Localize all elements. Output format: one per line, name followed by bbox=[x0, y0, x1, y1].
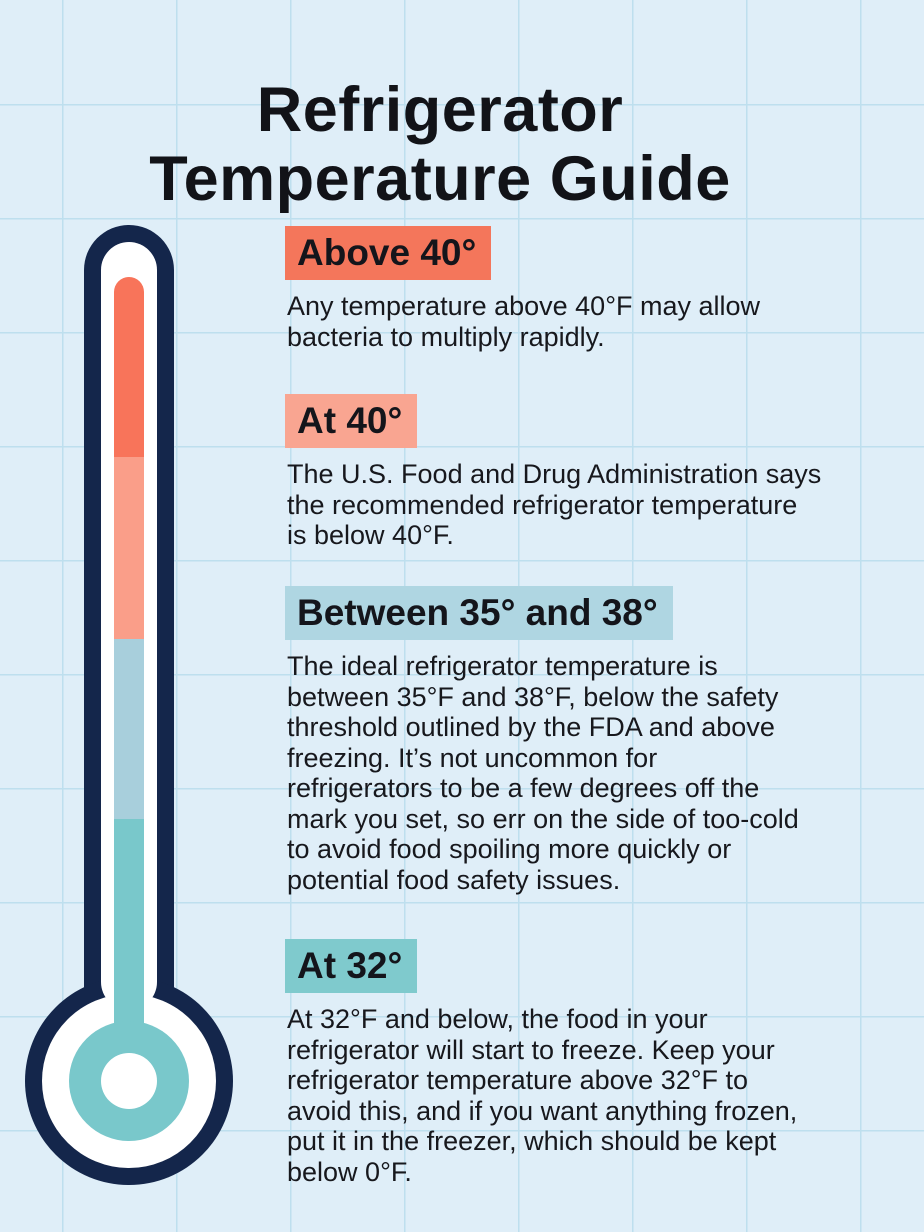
section-heading-badge: At 32° bbox=[285, 939, 418, 993]
section-body: The U.S. Food and Drug Administration sa… bbox=[287, 459, 822, 550]
thermometer-bulb bbox=[69, 1021, 189, 1141]
tube-segment-warm bbox=[114, 457, 144, 639]
section-above-40: Above 40° Any temperature above 40°F may… bbox=[285, 226, 920, 352]
thermometer-tube bbox=[114, 277, 144, 1087]
tube-segment-cool bbox=[114, 639, 144, 819]
section-heading-badge: Between 35° and 38° bbox=[285, 586, 673, 640]
section-at-32: At 32° At 32°F and below, the food in yo… bbox=[285, 939, 920, 1187]
section-at-40: At 40° The U.S. Food and Drug Administra… bbox=[285, 394, 920, 551]
section-heading-badge: At 40° bbox=[285, 394, 418, 448]
section-between-35-and-38: Between 35° and 38° The ideal refrigerat… bbox=[285, 586, 920, 895]
section-body: The ideal refrigerator temperature is be… bbox=[287, 651, 799, 895]
page-title: Refrigerator Temperature Guide bbox=[149, 75, 731, 215]
thermometer-icon bbox=[25, 225, 233, 1185]
section-heading-badge: Above 40° bbox=[285, 226, 492, 280]
section-body: At 32°F and below, the food in your refr… bbox=[287, 1004, 798, 1187]
section-body: Any temperature above 40°F may allow bac… bbox=[287, 291, 761, 352]
